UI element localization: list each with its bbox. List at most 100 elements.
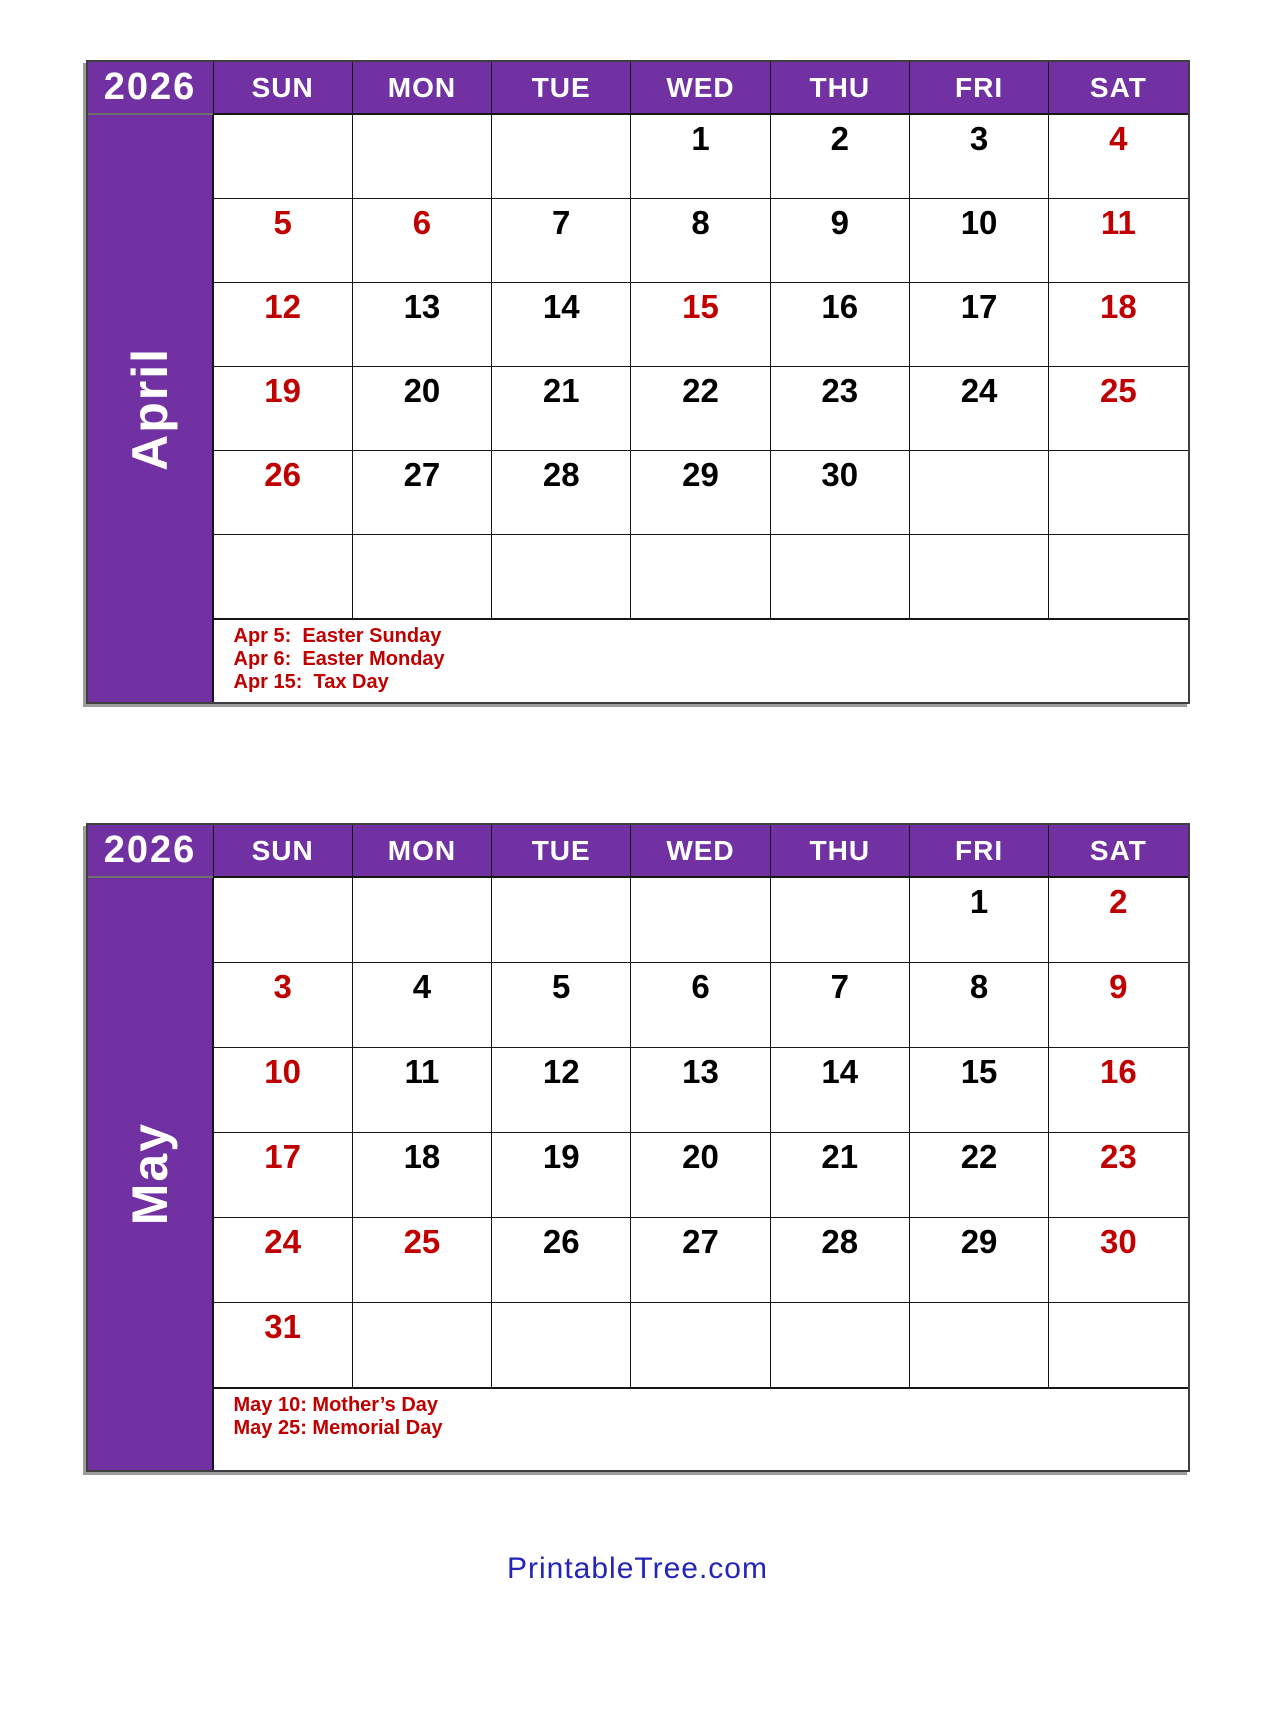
holiday-notes-may: May 10: Mother’s Day May 25: Memorial Day — [212, 1388, 1188, 1470]
date-cell-may-8: 8 — [908, 963, 1049, 1048]
day-header-sat: SAT — [1048, 62, 1188, 115]
date-cell-april-20: 20 — [351, 367, 492, 451]
date-cell-april-7: 7 — [491, 199, 631, 283]
date-cell-may-31: 31 — [212, 1303, 352, 1388]
date-cell-april-4: 4 — [1048, 115, 1188, 199]
date-cell-april-29: 29 — [630, 451, 770, 535]
date-cell-april-26: 26 — [212, 451, 352, 535]
empty-cell — [491, 535, 631, 619]
date-cell-april-22: 22 — [630, 367, 770, 451]
date-cell-april-16: 16 — [769, 283, 909, 367]
date-cell-may-21: 21 — [769, 1133, 909, 1218]
date-cell-april-2: 2 — [769, 115, 909, 199]
date-cell-april-28: 28 — [491, 451, 631, 535]
day-header-sat: SAT — [1048, 825, 1188, 878]
date-cell-may-18: 18 — [351, 1133, 492, 1218]
month-label-april: April — [121, 346, 178, 471]
date-cell-may-12: 12 — [491, 1048, 631, 1133]
day-header-fri: FRI — [908, 825, 1049, 878]
date-cell-may-20: 20 — [630, 1133, 770, 1218]
date-cell-may-13: 13 — [630, 1048, 770, 1133]
date-cell-may-14: 14 — [769, 1048, 909, 1133]
date-cell-april-21: 21 — [491, 367, 631, 451]
empty-cell — [351, 535, 492, 619]
empty-cell — [212, 115, 352, 199]
date-cell-april-23: 23 — [769, 367, 909, 451]
date-cell-may-30: 30 — [1048, 1218, 1188, 1303]
date-cell-april-25: 25 — [1048, 367, 1188, 451]
date-cell-may-6: 6 — [630, 963, 770, 1048]
date-cell-april-3: 3 — [908, 115, 1049, 199]
holiday-note: May 10: Mother’s Day — [233, 1394, 439, 1416]
empty-cell — [630, 878, 770, 963]
empty-cell — [1048, 1303, 1188, 1388]
date-cell-may-17: 17 — [212, 1133, 352, 1218]
empty-cell — [630, 535, 770, 619]
empty-cell — [908, 1303, 1049, 1388]
printabletree-link[interactable]: PrintableTree.com — [507, 1552, 768, 1585]
date-cell-april-24: 24 — [908, 367, 1049, 451]
date-cell-may-4: 4 — [351, 963, 492, 1048]
may-calendar: 2026 SUN MON TUE WED THU FRI SAT May 1 2 3 4 5 6 7 8 9 10 1… — [85, 823, 1190, 1472]
date-cell-may-2: 2 — [1048, 878, 1188, 963]
day-header-fri: FRI — [908, 62, 1049, 115]
april-calendar: 2026 SUN MON TUE WED THU FRI SAT April 1 2 3 4 5 6 7 8 9 1… — [85, 60, 1190, 704]
date-cell-april-12: 12 — [212, 283, 352, 367]
empty-cell — [212, 535, 352, 619]
day-header-mon: MON — [351, 825, 492, 878]
date-cell-april-14: 14 — [491, 283, 631, 367]
empty-cell — [908, 451, 1049, 535]
date-cell-april-13: 13 — [351, 283, 492, 367]
date-cell-april-30: 30 — [769, 451, 909, 535]
empty-cell — [491, 1303, 631, 1388]
day-header-wed: WED — [630, 825, 770, 878]
date-cell-april-15: 15 — [630, 283, 770, 367]
date-cell-may-23: 23 — [1048, 1133, 1188, 1218]
date-cell-may-29: 29 — [908, 1218, 1049, 1303]
date-cell-may-9: 9 — [1048, 963, 1188, 1048]
date-cell-may-28: 28 — [769, 1218, 909, 1303]
date-cell-april-1: 1 — [630, 115, 770, 199]
date-cell-april-27: 27 — [351, 451, 492, 535]
holiday-note: Apr 5: Easter Sunday — [233, 625, 442, 647]
date-cell-april-6: 6 — [351, 199, 492, 283]
year-label-april: 2026 — [87, 62, 213, 115]
date-cell-april-5: 5 — [212, 199, 352, 283]
date-cell-may-10: 10 — [212, 1048, 352, 1133]
holiday-notes-april: Apr 5: Easter Sunday Apr 6: Easter Monday… — [212, 619, 1188, 702]
empty-cell — [769, 535, 909, 619]
empty-cell — [630, 1303, 770, 1388]
date-cell-may-27: 27 — [630, 1218, 770, 1303]
date-cell-april-17: 17 — [908, 283, 1049, 367]
day-header-mon: MON — [351, 62, 492, 115]
date-cell-may-24: 24 — [212, 1218, 352, 1303]
empty-cell — [1048, 451, 1188, 535]
month-label-may: May — [121, 1122, 178, 1226]
date-cell-may-5: 5 — [491, 963, 631, 1048]
date-cell-may-3: 3 — [212, 963, 352, 1048]
day-header-tue: TUE — [491, 62, 631, 115]
empty-cell — [351, 115, 492, 199]
date-cell-may-22: 22 — [908, 1133, 1049, 1218]
calendar-page: 2026 SUN MON TUE WED THU FRI SAT April 1 2 3 4 5 6 7 8 9 1… — [0, 60, 1275, 1472]
date-cell-april-10: 10 — [908, 199, 1049, 283]
empty-cell — [351, 878, 492, 963]
date-cell-may-25: 25 — [351, 1218, 492, 1303]
date-cell-may-19: 19 — [491, 1133, 631, 1218]
month-sidebar-may: May — [87, 878, 213, 1470]
date-cell-april-19: 19 — [212, 367, 352, 451]
holiday-note: Apr 6: Easter Monday — [233, 648, 445, 670]
date-cell-april-9: 9 — [769, 199, 909, 283]
holiday-note: May 25: Memorial Day — [233, 1417, 443, 1439]
date-cell-may-11: 11 — [351, 1048, 492, 1133]
empty-cell — [212, 878, 352, 963]
day-header-sun: SUN — [212, 62, 352, 115]
month-sidebar-april: April — [87, 115, 213, 702]
holiday-note: Apr 15: Tax Day — [233, 671, 389, 693]
empty-cell — [491, 115, 631, 199]
day-header-wed: WED — [630, 62, 770, 115]
date-cell-may-26: 26 — [491, 1218, 631, 1303]
day-header-thu: THU — [769, 62, 909, 115]
date-cell-april-8: 8 — [630, 199, 770, 283]
date-cell-may-16: 16 — [1048, 1048, 1188, 1133]
